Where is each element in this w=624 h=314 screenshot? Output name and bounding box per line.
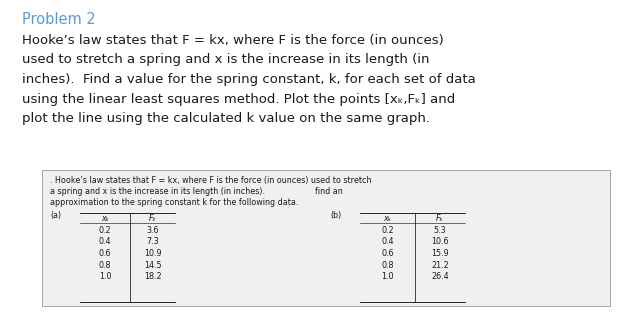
Text: 10.6: 10.6 (431, 237, 449, 246)
Text: used to stretch a spring and x is the increase in its length (in: used to stretch a spring and x is the in… (22, 53, 429, 67)
Text: 15.9: 15.9 (431, 249, 449, 258)
Text: xₖ: xₖ (383, 214, 392, 223)
Text: Fₖ: Fₖ (149, 214, 157, 223)
Text: Problem 2: Problem 2 (22, 12, 95, 27)
Text: approximation to the spring constant k for the following data.: approximation to the spring constant k f… (50, 198, 298, 207)
Text: 0.2: 0.2 (381, 226, 394, 235)
Text: (b): (b) (330, 211, 341, 220)
Text: 0.6: 0.6 (99, 249, 111, 258)
Text: 14.5: 14.5 (144, 261, 162, 269)
Text: 1.0: 1.0 (99, 272, 111, 281)
Text: a spring and x is the increase in its length (in inches).                    fin: a spring and x is the increase in its le… (50, 187, 343, 196)
Text: 0.8: 0.8 (381, 261, 394, 269)
Text: 18.2: 18.2 (144, 272, 162, 281)
Text: 0.2: 0.2 (99, 226, 111, 235)
Text: 0.4: 0.4 (99, 237, 111, 246)
Text: 7.3: 7.3 (146, 237, 159, 246)
Text: plot the line using the calculated k value on the same graph.: plot the line using the calculated k val… (22, 112, 430, 125)
Text: 26.4: 26.4 (431, 272, 449, 281)
Bar (42, 170, 610, 306)
Text: Hooke’s law states that F = kx, where F is the force (in ounces): Hooke’s law states that F = kx, where F … (22, 34, 444, 47)
Text: (a): (a) (50, 211, 61, 220)
Text: 3.6: 3.6 (146, 226, 158, 235)
Text: 5.3: 5.3 (434, 226, 446, 235)
Text: . Hooke’s law states that F = kx, where F is the force (in ounces) used to stret: . Hooke’s law states that F = kx, where … (50, 176, 371, 185)
Text: 0.8: 0.8 (99, 261, 111, 269)
Text: 1.0: 1.0 (381, 272, 394, 281)
Text: 10.9: 10.9 (144, 249, 162, 258)
Text: 0.4: 0.4 (381, 237, 394, 246)
Text: inches).  Find a value for the spring constant, k, for each set of data: inches). Find a value for the spring con… (22, 73, 475, 86)
Text: 0.6: 0.6 (381, 249, 394, 258)
Text: 21.2: 21.2 (431, 261, 449, 269)
Text: xₖ: xₖ (101, 214, 109, 223)
Text: Fₖ: Fₖ (436, 214, 444, 223)
Text: using the linear least squares method. Plot the points [xₖ,Fₖ] and: using the linear least squares method. P… (22, 93, 456, 106)
